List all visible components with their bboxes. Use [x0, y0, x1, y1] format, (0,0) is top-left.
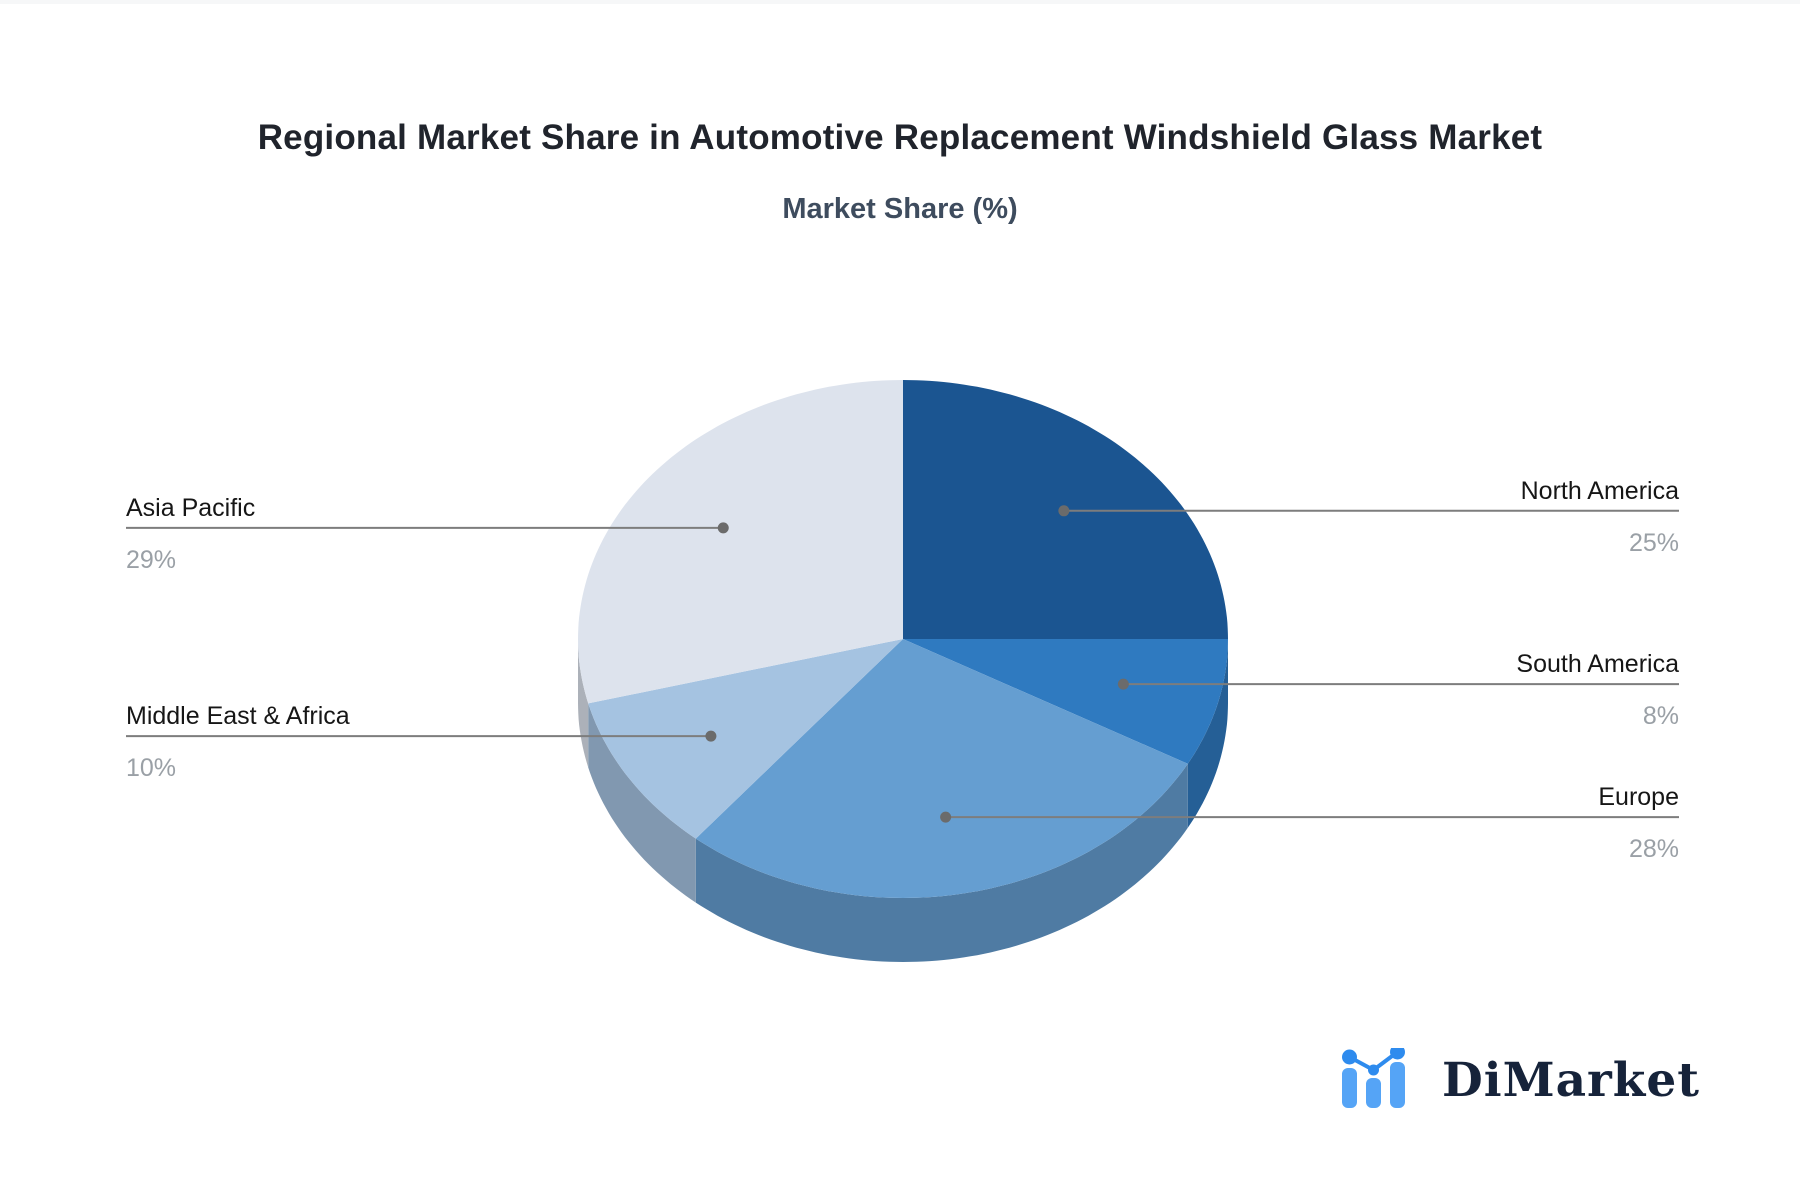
- slice-label-south-america: South America: [1516, 650, 1679, 678]
- leader-dot-europe: [940, 811, 952, 823]
- slice-label-north-america: North America: [1521, 477, 1679, 505]
- slice-value-south-america: 8%: [1643, 702, 1679, 730]
- slice-value-asia-pacific: 29%: [126, 546, 176, 574]
- bar-chart-trend-icon: [1341, 1048, 1405, 1108]
- slice-label-asia-pacific: Asia Pacific: [126, 494, 255, 522]
- slice-value-north-america: 25%: [1629, 529, 1679, 557]
- leader-dot-north-america: [1058, 505, 1070, 517]
- slice-value-europe: 28%: [1629, 835, 1679, 863]
- pie-slice-middle-east-africa[interactable]: [588, 639, 903, 839]
- pie-slice-asia-pacific[interactable]: [578, 380, 903, 704]
- slice-label-europe: Europe: [1598, 783, 1679, 811]
- chart-subtitle: Market Share (%): [782, 193, 1018, 225]
- brand-logo-text: DiMarket: [1441, 1052, 1700, 1108]
- leader-dot-middle-east-africa: [705, 730, 717, 742]
- leader-dot-asia-pacific: [717, 522, 729, 534]
- pie-slice-europe[interactable]: [695, 639, 1188, 898]
- pie-slice-depth-middle-east-africa: [588, 703, 696, 903]
- pie-slice-depth-europe: [695, 763, 1188, 962]
- pie-slice-depth-south-america: [1187, 639, 1228, 828]
- slice-value-middle-east-africa: 10%: [126, 754, 176, 782]
- pie-slice-south-america[interactable]: [903, 639, 1228, 764]
- slice-label-middle-east-africa: Middle East & Africa: [126, 702, 350, 730]
- brand-logo: DiMarket: [1340, 1048, 1700, 1112]
- top-edge-strip: [0, 0, 1800, 4]
- chart-title: Regional Market Share in Automotive Repl…: [257, 118, 1543, 157]
- leader-dot-south-america: [1117, 678, 1129, 690]
